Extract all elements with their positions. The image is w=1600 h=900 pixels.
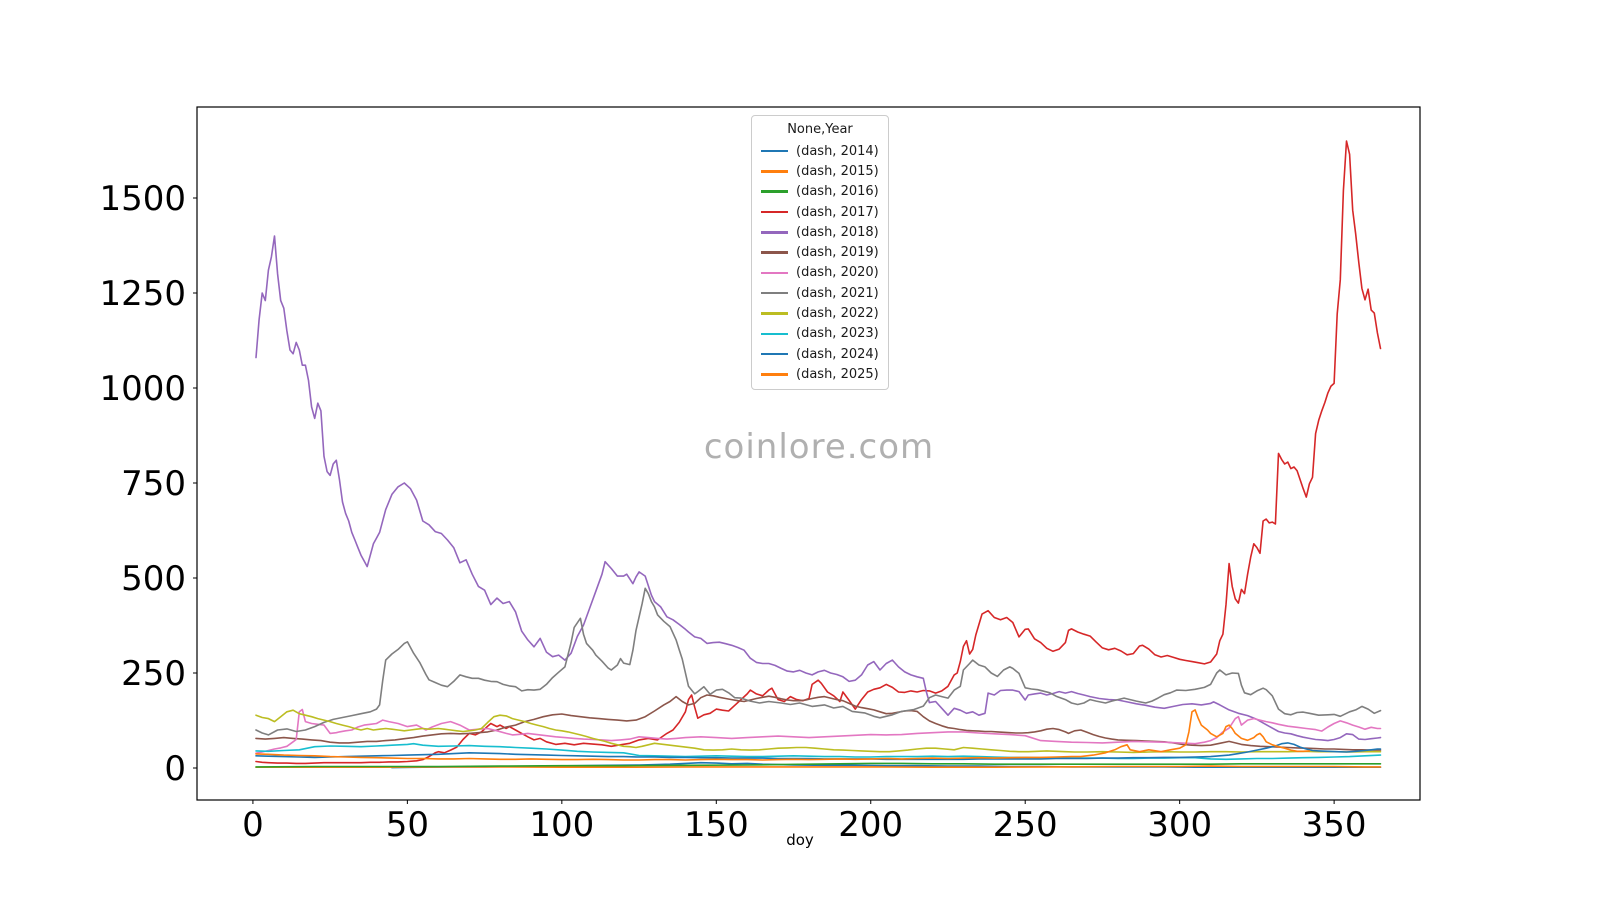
legend-item-label: (dash, 2022)	[796, 306, 879, 322]
legend-item: (dash, 2015)	[758, 161, 882, 181]
y-tick-label: 1500	[99, 179, 186, 219]
y-tick-label: 250	[121, 654, 186, 694]
y-tick-label: 1000	[99, 369, 186, 409]
legend-item: (dash, 2025)	[758, 364, 882, 384]
legend-item: (dash, 2024)	[758, 344, 882, 364]
y-tick-label: 1250	[99, 274, 186, 314]
legend-item-label: (dash, 2017)	[796, 204, 879, 220]
legend-swatch-line	[761, 210, 788, 214]
legend-swatch-line	[761, 271, 788, 275]
legend-swatch-line	[761, 231, 788, 234]
legend-swatch-line	[761, 251, 788, 254]
legend: None,Year (dash, 2014) (dash, 2015) (dash,…	[751, 115, 889, 390]
x-tick-label: 0	[242, 805, 264, 845]
legend-item-label: (dash, 2019)	[796, 245, 879, 261]
series-line-2017	[255, 140, 1382, 765]
legend-item-label: (dash, 2014)	[796, 143, 879, 159]
legend-item: (dash, 2022)	[758, 303, 882, 323]
legend-swatch-line	[761, 190, 788, 193]
legend-item-label: (dash, 2016)	[796, 184, 879, 200]
x-tick-label: 150	[684, 805, 749, 845]
plot-border	[196, 106, 1421, 801]
legend-swatch-line	[761, 373, 788, 376]
legend-item: (dash, 2014)	[758, 141, 882, 161]
legend-item: (dash, 2023)	[758, 324, 882, 344]
x-tick-label: 250	[993, 805, 1058, 845]
legend-item-label: (dash, 2015)	[796, 163, 879, 179]
legend-item: (dash, 2016)	[758, 182, 882, 202]
legend-item-label: (dash, 2021)	[796, 285, 879, 301]
legend-items: (dash, 2014) (dash, 2015) (dash, 2016) (das…	[758, 141, 882, 385]
legend-swatch-line	[761, 332, 788, 336]
series-line-2020	[255, 708, 1382, 755]
series-line-2022	[255, 709, 1382, 754]
x-tick-label: 200	[838, 805, 903, 845]
legend-item: (dash, 2021)	[758, 283, 882, 303]
legend-item: (dash, 2018)	[758, 222, 882, 242]
legend-item-label: (dash, 2025)	[796, 366, 879, 382]
series-line-2016	[255, 762, 1382, 768]
x-tick-label: 350	[1302, 805, 1367, 845]
legend-swatch-line	[761, 312, 788, 315]
legend-item-label: (dash, 2020)	[796, 265, 879, 281]
legend-swatch-line	[761, 291, 788, 295]
y-tick-label: 500	[121, 559, 186, 599]
y-tick-label: 0	[164, 749, 186, 789]
series-line-2021	[255, 587, 1382, 736]
legend-item: (dash, 2017)	[758, 202, 882, 222]
x-tick-label: 50	[386, 805, 429, 845]
legend-swatch-line	[761, 352, 788, 356]
legend-title: None,Year	[787, 122, 853, 137]
series-line-2025	[255, 709, 1311, 761]
x-tick-label: 300	[1147, 805, 1212, 845]
y-tick-label: 750	[121, 464, 186, 504]
legend-item-label: (dash, 2023)	[796, 326, 879, 342]
x-axis-label: doy	[786, 831, 814, 849]
legend-swatch-line	[761, 149, 788, 153]
legend-item: (dash, 2019)	[758, 242, 882, 262]
legend-item: (dash, 2020)	[758, 263, 882, 283]
watermark: coinlore.com	[703, 427, 935, 467]
series-line-2018	[255, 235, 1382, 742]
x-tick-label: 100	[529, 805, 594, 845]
legend-item-label: (dash, 2018)	[796, 224, 879, 240]
legend-swatch-line	[761, 170, 788, 173]
legend-item-label: (dash, 2024)	[796, 346, 879, 362]
